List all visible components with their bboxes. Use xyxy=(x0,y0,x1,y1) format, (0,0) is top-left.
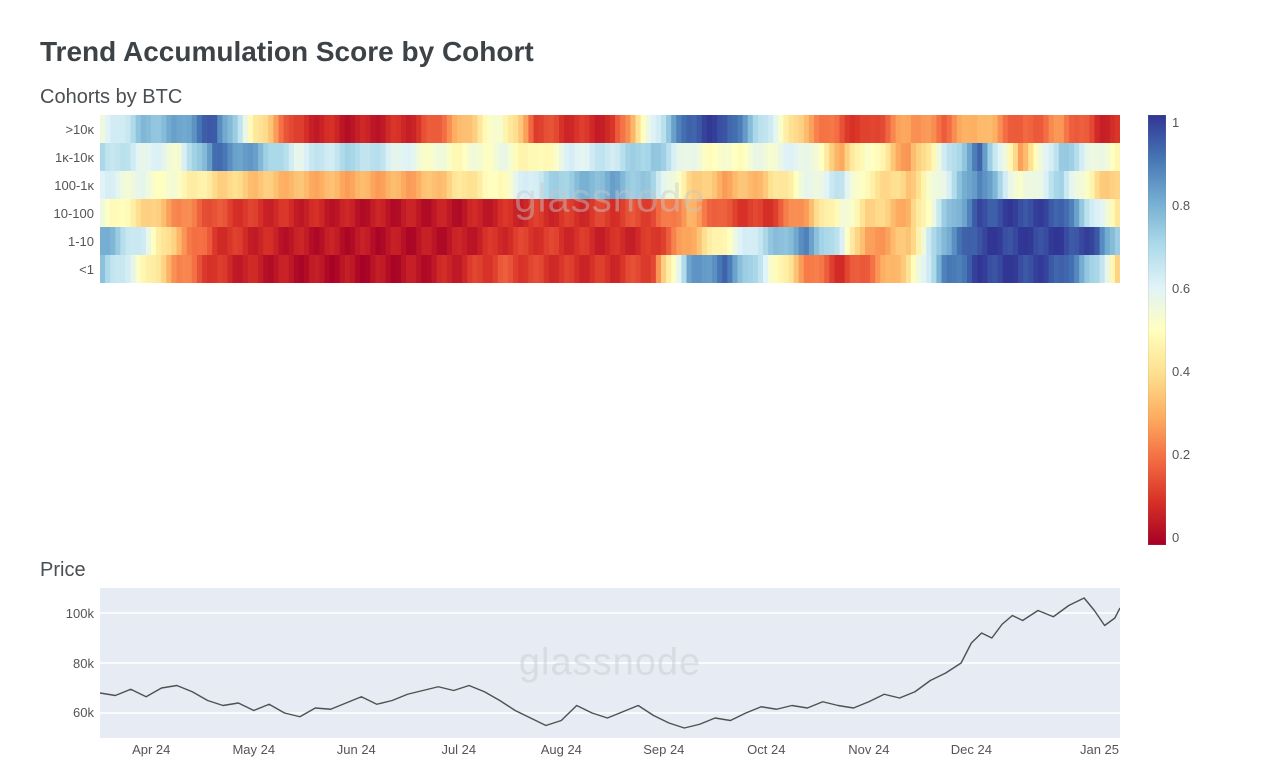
cohort-label: 1-10 xyxy=(40,234,94,249)
heatmap-container: glassnode xyxy=(100,115,1120,283)
x-tick-label: Dec 24 xyxy=(951,742,992,757)
price-y-labels: 100k 80k 60k xyxy=(40,588,100,738)
cohort-label: 10-100 xyxy=(40,206,94,221)
colorbar-tick: 0.8 xyxy=(1172,198,1190,213)
x-axis-labels: Apr 24 May 24 Jun 24 Jul 24 Aug 24 Sep 24 Oct … xyxy=(100,738,1120,762)
x-tick-label: Nov 24 xyxy=(848,742,889,757)
x-tick-label: Aug 24 xyxy=(541,742,582,757)
x-tick-label: Jul 24 xyxy=(441,742,476,757)
x-tick-label: May 24 xyxy=(232,742,275,757)
price-section-label: Price xyxy=(40,559,1250,582)
heatmap-section-label: Cohorts by BTC xyxy=(40,86,1250,109)
page-title: Trend Accumulation Score by Cohort xyxy=(40,36,1250,68)
cohort-label: 1ᴋ-10ᴋ xyxy=(40,150,94,165)
colorbar-tick: 0.2 xyxy=(1172,447,1190,462)
x-tick-label: Jan 25 xyxy=(1080,742,1119,757)
price-y-tick: 100k xyxy=(40,606,94,621)
x-tick-label: Sep 24 xyxy=(643,742,684,757)
colorbar-container: 1 0.8 0.6 0.4 0.2 0 xyxy=(1148,115,1190,545)
x-tick-label: Apr 24 xyxy=(132,742,170,757)
price-chart xyxy=(100,588,1120,738)
xaxis-row: Apr 24 May 24 Jun 24 Jul 24 Aug 24 Sep 24 Oct … xyxy=(40,738,1250,762)
x-tick-label: Oct 24 xyxy=(747,742,785,757)
price-y-tick: 80k xyxy=(40,656,94,671)
colorbar-tick: 0.4 xyxy=(1172,364,1190,379)
colorbar xyxy=(1148,115,1166,545)
price-y-tick: 60k xyxy=(40,705,94,720)
chart-page: Trend Accumulation Score by Cohort Cohor… xyxy=(0,0,1280,642)
price-container: glassnode xyxy=(100,588,1120,738)
colorbar-tick: 1 xyxy=(1172,115,1190,130)
x-tick-label: Jun 24 xyxy=(337,742,376,757)
price-row: 100k 80k 60k glassnode xyxy=(40,588,1250,738)
colorbar-tick: 0 xyxy=(1172,530,1190,545)
heatmap-chart xyxy=(100,115,1120,283)
heatmap-y-labels: >10ᴋ 1ᴋ-10ᴋ 100-1ᴋ 10-100 1-10 <1 xyxy=(40,115,100,283)
cohort-label: <1 xyxy=(40,262,94,277)
colorbar-tick-labels: 1 0.8 0.6 0.4 0.2 0 xyxy=(1172,115,1190,545)
heatmap-row: >10ᴋ 1ᴋ-10ᴋ 100-1ᴋ 10-100 1-10 <1 glassnode 1… xyxy=(40,115,1250,545)
colorbar-tick: 0.6 xyxy=(1172,281,1190,296)
cohort-label: 100-1ᴋ xyxy=(40,178,94,193)
cohort-label: >10ᴋ xyxy=(40,122,94,137)
